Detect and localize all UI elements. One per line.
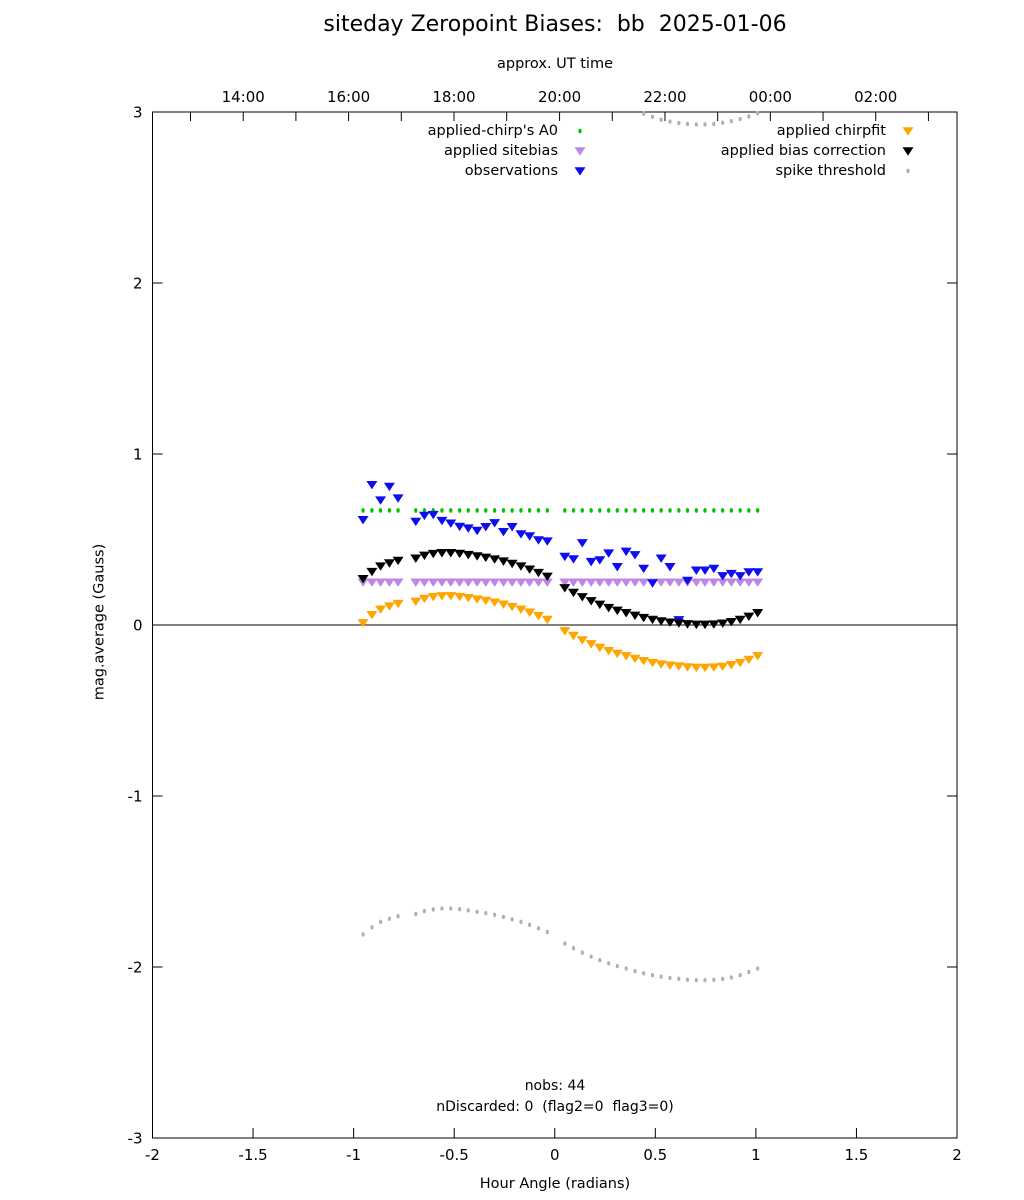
sitebias-legend-marker-icon (570, 143, 590, 159)
x-tick-label: -2 (145, 1146, 160, 1164)
top-axis-title: approx. UT time (497, 56, 613, 72)
ut-tick-label: 00:00 (749, 88, 792, 106)
legend-label-sitebias: applied sitebias (444, 143, 558, 159)
chart-title: siteday Zeropoint Biases: bb 2025-01-06 (323, 12, 787, 37)
ut-tick-label: 18:00 (432, 88, 475, 106)
y-axis-title: mag.average (Gauss) (91, 543, 108, 701)
ut-tick-label: 02:00 (854, 88, 897, 106)
x-tick-label: -1.5 (238, 1146, 267, 1164)
legend-label-spike-threshold: spike threshold (775, 163, 887, 179)
observations-legend-marker-icon (570, 163, 590, 179)
chirpfit-legend-marker-icon (898, 123, 918, 139)
legend-label-a0: applied-chirp's A0 (427, 123, 558, 139)
series-spike_threshold_upper (642, 110, 760, 127)
y-tick-label: -1 (128, 788, 143, 806)
x-tick-label: 1 (751, 1146, 761, 1164)
x-tick-label: 2 (952, 1146, 962, 1164)
series-a0 (361, 508, 760, 513)
ut-tick-label: 22:00 (643, 88, 686, 106)
a0-legend-marker-icon (570, 123, 590, 139)
ut-tick-label: 14:00 (222, 88, 265, 106)
spike-threshold-legend-marker-icon (898, 163, 918, 179)
y-tick-label: 3 (133, 104, 143, 122)
y-axis-title-wrap: mag.average (Gauss) (89, 544, 108, 701)
x-tick-label: 1.5 (845, 1146, 869, 1164)
legend-label-observations: observations (464, 163, 558, 179)
x-tick-label: 0 (550, 1146, 560, 1164)
ndiscarded-note: nDiscarded: 0 (flag2=0 flag3=0) (436, 1099, 674, 1115)
series-chirpfit (357, 592, 764, 673)
series-sitebias (357, 578, 764, 587)
x-axis-title: Hour Angle (radians) (479, 1176, 631, 1192)
x-tick-label: -1 (346, 1146, 361, 1164)
y-tick-label: 2 (133, 275, 143, 293)
series-bias_correction (357, 549, 764, 630)
ut-tick-label: 20:00 (538, 88, 581, 106)
y-tick-label: 1 (133, 446, 143, 464)
x-tick-label: 0.5 (643, 1146, 667, 1164)
legend-label-chirpfit: applied chirpfit (776, 123, 886, 139)
series-spike_threshold_lower (361, 906, 760, 983)
y-tick-label: 0 (133, 617, 143, 635)
y-tick-label: -2 (128, 959, 143, 977)
series-observations (357, 480, 764, 625)
y-tick-label: -3 (128, 1130, 143, 1148)
bias-correction-legend-marker-icon (898, 143, 918, 159)
nobs-note: nobs: 44 (524, 1078, 586, 1094)
x-tick-label: -0.5 (440, 1146, 469, 1164)
ut-tick-label: 16:00 (327, 88, 370, 106)
legend-label-bias-correction: applied bias correction (720, 143, 886, 159)
